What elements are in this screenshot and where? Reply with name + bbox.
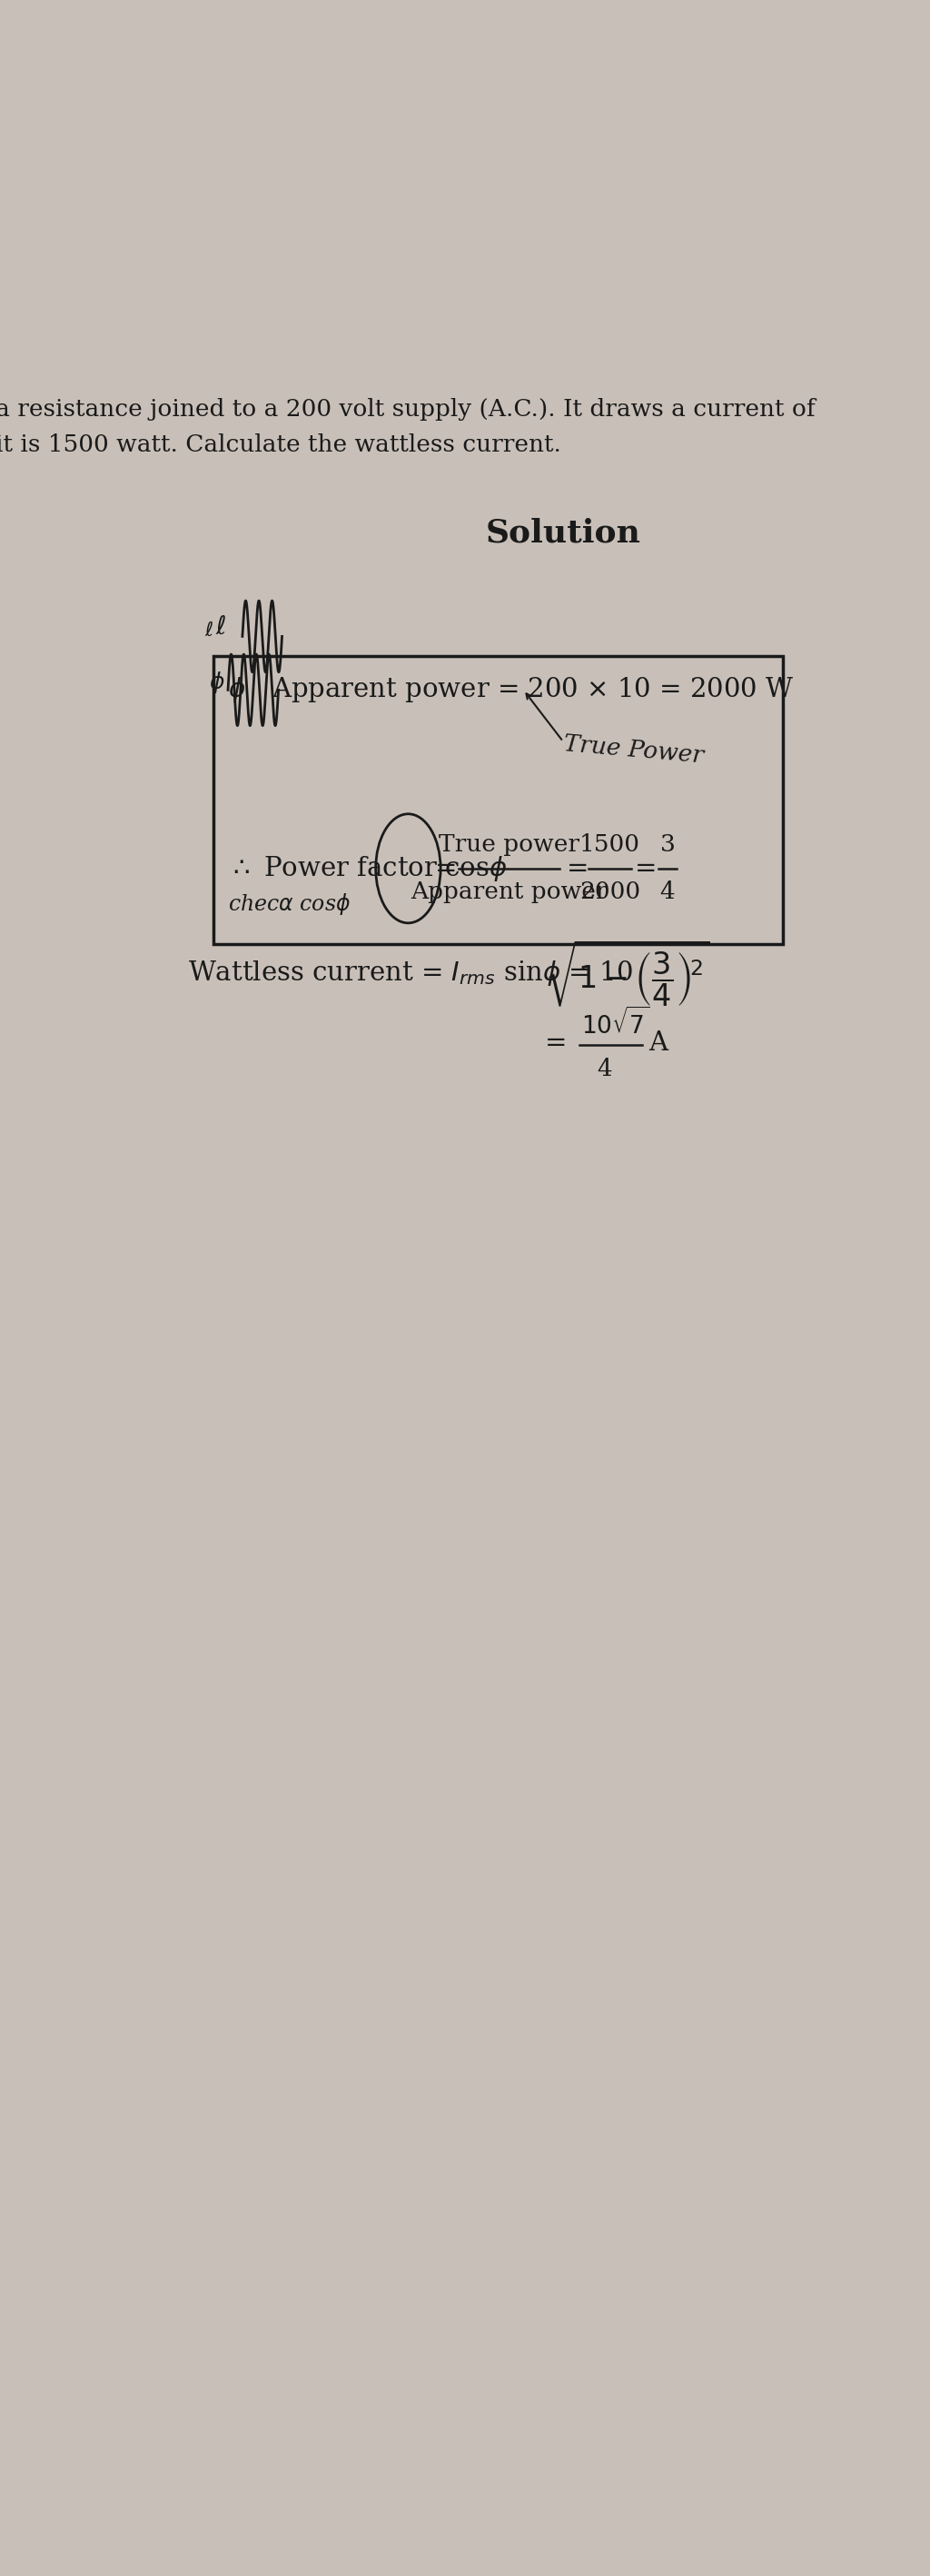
Text: $\sqrt{1-\left(\dfrac{3}{4}\right)^{\!2}}$: $\sqrt{1-\left(\dfrac{3}{4}\right)^{\!2}… xyxy=(545,938,710,1010)
Text: $\phi$: $\phi$ xyxy=(209,670,225,696)
Text: 4: 4 xyxy=(660,881,675,904)
Text: Wattless current = $I_{rms}$ sin$\phi$ = 10: Wattless current = $I_{rms}$ sin$\phi$ =… xyxy=(188,958,633,989)
Text: A circuit consisting of an inductance and a resistance joined to a 200 volt supp: A circuit consisting of an inductance an… xyxy=(0,399,816,456)
Text: $10\sqrt{7}$: $10\sqrt{7}$ xyxy=(581,1007,649,1038)
Text: =: = xyxy=(566,855,589,881)
Text: =: = xyxy=(635,855,658,881)
Text: 3: 3 xyxy=(660,832,675,855)
Text: $\therefore$ Power factor cos$\phi$: $\therefore$ Power factor cos$\phi$ xyxy=(228,853,507,884)
Text: 4: 4 xyxy=(596,1059,612,1079)
Text: $\ell$: $\ell$ xyxy=(215,613,226,639)
Text: Apparent power: Apparent power xyxy=(411,881,607,904)
Text: =: = xyxy=(545,1030,567,1056)
Text: True power: True power xyxy=(439,832,579,855)
Text: Apparent power = 200 $\times$ 10 = 2000 W: Apparent power = 200 $\times$ 10 = 2000 … xyxy=(272,675,794,703)
Text: True Power: True Power xyxy=(563,732,705,768)
Text: chec$\alpha$ cos$\phi$: chec$\alpha$ cos$\phi$ xyxy=(228,891,351,917)
Text: 1500: 1500 xyxy=(579,832,641,855)
Text: Solution: Solution xyxy=(485,518,641,549)
Text: 2000: 2000 xyxy=(579,881,641,904)
Text: $\phi$: $\phi$ xyxy=(228,675,246,703)
Text: A: A xyxy=(648,1030,668,1056)
Text: $\ell$: $\ell$ xyxy=(204,621,213,639)
Text: =: = xyxy=(435,855,458,881)
